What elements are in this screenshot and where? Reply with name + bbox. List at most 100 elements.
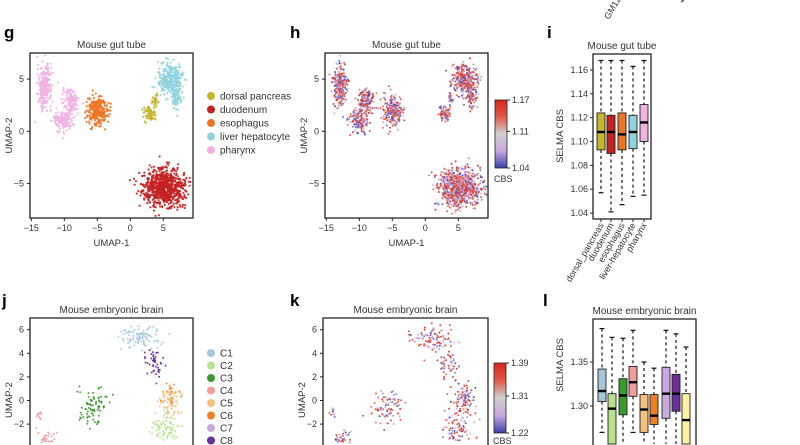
data-point [358, 126, 361, 129]
data-point [428, 174, 431, 177]
data-point [389, 112, 392, 115]
data-point [141, 337, 144, 340]
data-point [336, 95, 339, 98]
data-point [149, 195, 152, 198]
data-point [392, 393, 395, 396]
data-point [174, 65, 177, 68]
data-point [430, 171, 433, 174]
data-point [41, 77, 44, 80]
data-point [432, 343, 435, 346]
data-point [393, 119, 396, 122]
data-point [441, 366, 444, 369]
data-point [471, 197, 474, 200]
data-point [467, 157, 470, 160]
data-point [147, 198, 150, 201]
data-point [177, 424, 180, 427]
data-point [447, 353, 449, 356]
data-point [73, 94, 76, 97]
data-point [85, 100, 88, 103]
data-point [100, 386, 103, 388]
data-point [49, 62, 52, 65]
data-point [100, 113, 103, 116]
data-point [475, 93, 478, 96]
data-point [463, 73, 466, 76]
data-point [163, 80, 166, 83]
data-point [46, 64, 49, 67]
data-point [457, 95, 460, 98]
data-point [334, 84, 337, 87]
data-point [155, 365, 157, 368]
data-point [454, 181, 457, 184]
data-point [331, 81, 333, 84]
data-point [41, 106, 45, 109]
data-point [177, 69, 180, 72]
y-tick-label: −5 [14, 179, 24, 189]
data-point [360, 101, 363, 104]
data-point [46, 88, 50, 91]
data-point [398, 404, 401, 407]
data-point [465, 178, 468, 181]
data-point [379, 98, 382, 101]
data-point [393, 403, 396, 406]
data-point [176, 114, 179, 117]
data-point [447, 197, 450, 199]
data-point [172, 413, 175, 416]
data-point [480, 75, 483, 78]
data-point [140, 332, 143, 334]
data-point [409, 334, 412, 336]
data-point [357, 116, 360, 119]
data-point [109, 105, 112, 109]
data-point [90, 399, 93, 402]
data-point [38, 78, 41, 81]
data-point [151, 179, 154, 182]
data-point [53, 115, 56, 118]
data-point [162, 406, 165, 409]
data-point [176, 89, 179, 92]
data-point [98, 399, 100, 402]
data-point [91, 100, 94, 103]
legend-swatch [207, 386, 215, 395]
panel-title: Mouse gut tube [372, 40, 441, 51]
data-point [449, 400, 452, 403]
data-point [446, 198, 449, 201]
data-point [364, 133, 366, 136]
data-point [460, 76, 463, 79]
data-point [371, 97, 374, 100]
data-point [454, 427, 457, 430]
data-point [70, 100, 73, 104]
data-point [456, 197, 458, 200]
data-point [171, 93, 174, 96]
data-point [99, 112, 102, 115]
data-point [102, 111, 106, 114]
data-point [458, 393, 461, 396]
data-point [341, 84, 344, 87]
data-point [468, 85, 471, 88]
data-point [455, 185, 458, 188]
data-point [467, 395, 470, 398]
data-point [167, 433, 170, 436]
data-point [157, 366, 160, 369]
data-point [467, 91, 470, 94]
data-point [476, 185, 478, 188]
data-point [156, 346, 159, 349]
data-point [173, 95, 176, 98]
data-point [162, 356, 165, 359]
data-point [464, 402, 467, 405]
data-point [45, 86, 48, 89]
data-point [442, 428, 444, 431]
data-point [472, 399, 475, 402]
data-point [341, 80, 344, 82]
data-point [341, 98, 344, 101]
data-point [44, 74, 47, 78]
data-point [449, 106, 452, 109]
data-point [162, 422, 165, 425]
data-point [462, 93, 465, 96]
data-point [41, 79, 45, 82]
data-point [371, 92, 373, 95]
data-point [397, 398, 400, 401]
data-point [432, 184, 435, 187]
data-point [161, 177, 164, 180]
data-point [162, 67, 165, 70]
data-point [171, 387, 174, 390]
